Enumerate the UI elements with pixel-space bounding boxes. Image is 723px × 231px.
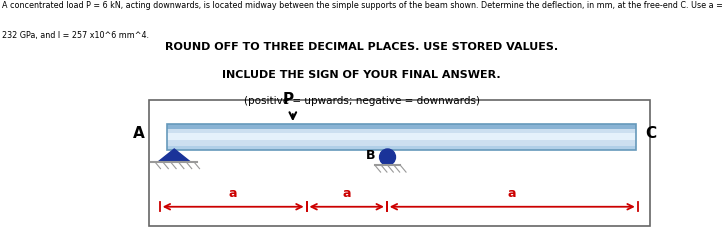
Bar <box>167 124 636 150</box>
Bar <box>167 124 636 129</box>
Text: P: P <box>282 92 294 107</box>
Text: C: C <box>646 127 656 141</box>
Text: a: a <box>508 187 516 200</box>
Text: (positive = upwards; negative = downwards): (positive = upwards; negative = downward… <box>244 96 479 106</box>
Text: INCLUDE THE SIGN OF YOUR FINAL ANSWER.: INCLUDE THE SIGN OF YOUR FINAL ANSWER. <box>222 70 501 80</box>
Text: B: B <box>366 149 375 162</box>
Bar <box>167 124 636 150</box>
Polygon shape <box>158 149 190 162</box>
Ellipse shape <box>380 149 395 165</box>
Text: a: a <box>343 187 351 200</box>
Text: a: a <box>229 187 237 200</box>
Bar <box>150 100 651 226</box>
Bar <box>167 133 636 140</box>
Text: A concentrated load P = 6 kN, acting downwards, is located midway between the si: A concentrated load P = 6 kN, acting dow… <box>2 1 723 10</box>
Text: A: A <box>133 127 145 141</box>
Bar <box>167 146 636 150</box>
Text: 232 GPa, and I = 257 x10^6 mm^4.: 232 GPa, and I = 257 x10^6 mm^4. <box>2 31 149 40</box>
Text: ROUND OFF TO THREE DECIMAL PLACES. USE STORED VALUES.: ROUND OFF TO THREE DECIMAL PLACES. USE S… <box>165 42 558 52</box>
